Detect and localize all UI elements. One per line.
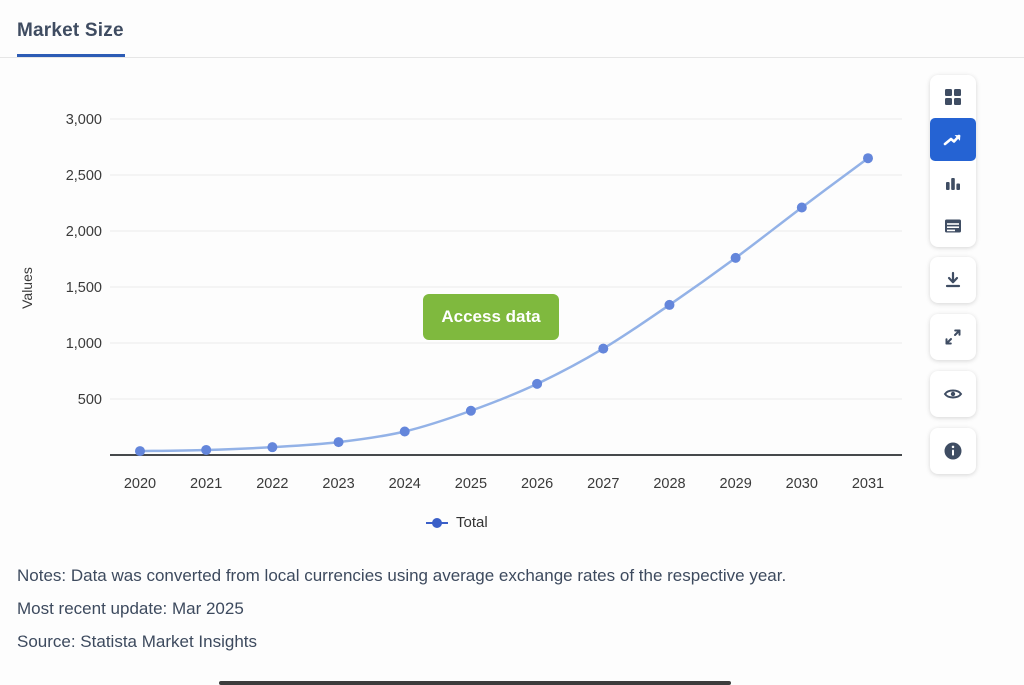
data-point-marker[interactable] xyxy=(201,444,212,455)
eye-icon xyxy=(943,389,963,399)
data-point-marker[interactable] xyxy=(863,153,873,164)
bar-chart-view-button[interactable] xyxy=(930,161,976,204)
y-tick-label: 2,000 xyxy=(66,224,102,240)
bar-chart-icon xyxy=(946,177,960,190)
x-tick-label: 2028 xyxy=(653,476,685,492)
table-view-icon xyxy=(945,219,961,232)
legend-total-marker-icon xyxy=(426,517,448,528)
chart-view-switcher xyxy=(930,75,976,247)
x-tick-label: 2020 xyxy=(124,476,156,492)
y-tick-label: 1,000 xyxy=(66,336,102,352)
data-point-marker[interactable] xyxy=(333,437,344,448)
eye-button[interactable] xyxy=(930,371,976,417)
y-tick-label: 500 xyxy=(78,392,102,408)
update-line: Most recent update: Mar 2025 xyxy=(17,599,244,618)
download-icon xyxy=(945,271,961,288)
x-tick-label: 2022 xyxy=(256,476,288,492)
data-point-marker[interactable] xyxy=(267,442,278,453)
x-tick-label: 2029 xyxy=(720,476,752,492)
legend-total-label: Total xyxy=(456,514,488,531)
data-point-marker[interactable] xyxy=(465,405,476,416)
data-point-marker[interactable] xyxy=(598,343,609,354)
data-point-marker[interactable] xyxy=(399,426,410,437)
x-tick-label: 2024 xyxy=(389,476,421,492)
y-axis-title: Values xyxy=(19,267,35,309)
x-tick-label: 2027 xyxy=(587,476,619,492)
footnotes: Notes: Data was converted from local cur… xyxy=(17,566,786,665)
tab-market-size[interactable]: Market Size xyxy=(17,20,124,41)
y-tick-label: 2,500 xyxy=(66,168,102,184)
data-point-marker[interactable] xyxy=(532,378,543,389)
line-chart-icon xyxy=(943,134,961,145)
grid-view-icon xyxy=(945,88,961,105)
y-tick-label: 3,000 xyxy=(66,112,102,128)
info-button[interactable] xyxy=(930,428,976,474)
info-icon xyxy=(944,442,962,460)
line-chart-view-button[interactable] xyxy=(930,118,976,161)
data-point-marker[interactable] xyxy=(730,252,741,263)
data-point-marker[interactable] xyxy=(796,202,807,213)
access-data-button[interactable]: Access data xyxy=(423,294,559,340)
table-view-button[interactable] xyxy=(930,204,976,247)
x-tick-label: 2023 xyxy=(322,476,354,492)
expand-icon xyxy=(945,329,961,345)
source-line: Source: Statista Market Insights xyxy=(17,632,257,651)
data-point-marker[interactable] xyxy=(135,446,145,457)
data-point-marker[interactable] xyxy=(664,299,675,310)
expand-button[interactable] xyxy=(930,314,976,360)
chart-legend: Total xyxy=(426,514,488,531)
grid-view-button[interactable] xyxy=(930,75,976,118)
market-size-chart: 500 1,000 1,500 2,000 2,500 3,000 Values 2020 20… xyxy=(19,112,902,492)
x-tick-label: 2025 xyxy=(455,476,487,492)
tab-active-underline xyxy=(17,54,125,58)
x-tick-label: 2031 xyxy=(852,476,884,492)
x-tick-label: 2021 xyxy=(190,476,222,492)
header-divider xyxy=(0,57,1024,58)
notes-line: Notes: Data was converted from local cur… xyxy=(17,566,787,585)
x-tick-label: 2030 xyxy=(786,476,818,492)
download-button[interactable] xyxy=(930,257,976,303)
x-tick-label: 2026 xyxy=(521,476,553,492)
y-tick-label: 1,500 xyxy=(66,280,102,296)
bottom-handle-bar xyxy=(219,681,731,685)
